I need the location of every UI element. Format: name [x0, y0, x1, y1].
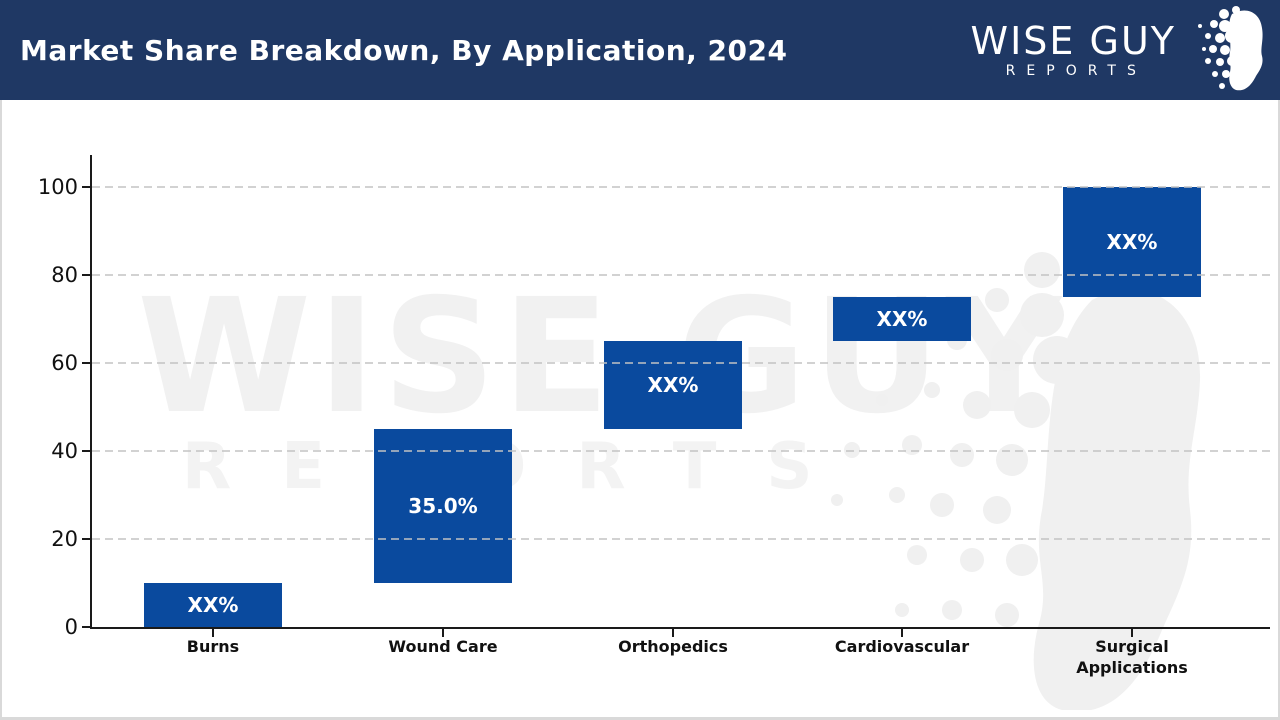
gridline [92, 538, 1270, 540]
x-tick-mark [901, 629, 903, 637]
gridline [92, 274, 1270, 276]
bar-value-label: XX% [876, 307, 928, 331]
bar-cardiovascular [833, 297, 971, 341]
logo-secondary-text: REPORTS [1005, 63, 1147, 79]
y-tick-mark [82, 186, 90, 188]
logo-primary-text: WISE GUY [970, 19, 1176, 63]
x-tick-mark [212, 629, 214, 637]
y-tick-mark [82, 538, 90, 540]
bar-wound-care [374, 429, 512, 583]
y-tick-label: 80 [51, 263, 78, 287]
y-tick-mark [82, 626, 90, 628]
y-tick-label: 60 [51, 351, 78, 375]
chart-area: WISE GUY REPORTS 0 20 40 60 80 100 XX% Burns 35.… [0, 100, 1280, 720]
wiseguy-logo: WISE GUY REPORTS [971, 4, 1266, 96]
y-tick-label: 20 [51, 527, 78, 551]
bar-surgical-applications [1063, 187, 1201, 297]
y-tick-mark [82, 274, 90, 276]
gridline [92, 186, 1270, 188]
x-category-label: Wound Care [388, 637, 498, 656]
y-tick-label: 0 [64, 615, 78, 639]
y-tick-mark [82, 450, 90, 452]
y-tick-mark [82, 362, 90, 364]
logo-text: WISE GUY REPORTS [971, 22, 1176, 78]
watermark-head-icon [831, 240, 1201, 710]
header-bar: Market Share Breakdown, By Application, … [0, 0, 1280, 100]
y-tick-label: 40 [51, 439, 78, 463]
x-axis-line [90, 627, 1270, 629]
x-tick-mark [1131, 629, 1133, 637]
gridline [92, 450, 1270, 452]
bar-orthopedics [604, 341, 742, 429]
watermark-wordmark: WISE GUY [137, 265, 1068, 449]
gridline [92, 362, 1270, 364]
logo-head-icon [1198, 6, 1263, 91]
bar-value-label: XX% [1106, 230, 1158, 254]
y-axis-line [90, 155, 92, 629]
x-category-label: Orthopedics [618, 637, 728, 656]
page-title: Market Share Breakdown, By Application, … [20, 33, 788, 67]
x-category-label: Burns [186, 637, 240, 656]
bar-value-label: XX% [647, 373, 699, 397]
bar-value-label: 35.0% [408, 494, 478, 518]
bar-value-label: XX% [187, 593, 239, 617]
x-tick-mark [442, 629, 444, 637]
watermark-reports: REPORTS [182, 430, 863, 504]
x-category-label: Surgical Applications [1076, 637, 1188, 677]
y-tick-label: 100 [37, 175, 78, 199]
bar-burns [144, 583, 282, 627]
x-tick-mark [672, 629, 674, 637]
x-category-label: Cardiovascular [834, 637, 970, 656]
